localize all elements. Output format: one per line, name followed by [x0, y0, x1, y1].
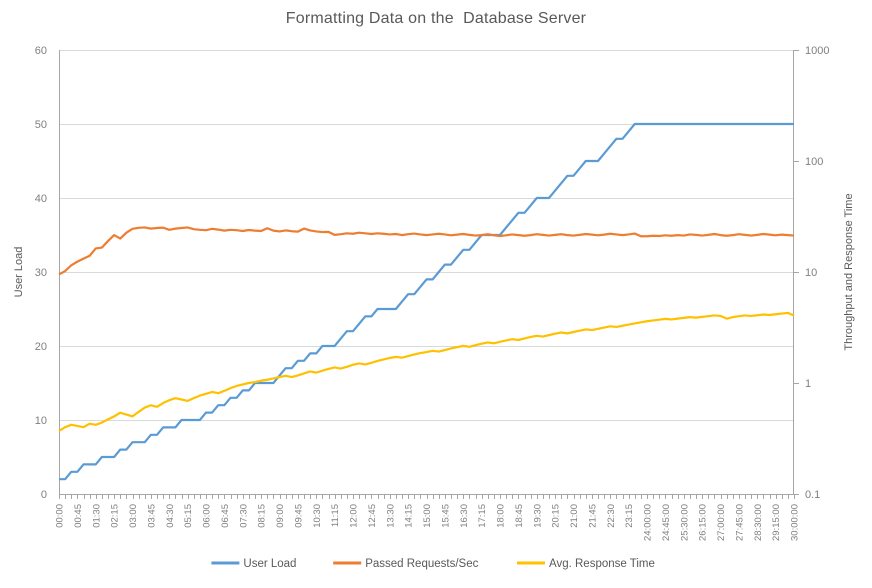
x-tick-label: 05:15 — [183, 504, 194, 528]
x-tick-label: 13:30 — [385, 504, 396, 528]
chart-title: Formatting Data on the Database Server — [285, 10, 587, 27]
x-tick-label: 15:00 — [422, 504, 433, 528]
x-tick-label: 00:45 — [73, 504, 84, 528]
series-line-2 — [58, 311, 795, 432]
x-tick-label: 27:00:00 — [716, 504, 727, 541]
chart-legend: User Load Passed Requests/Sec Avg. Respons… — [211, 558, 655, 570]
x-tick-label: 18:00 — [496, 504, 507, 528]
x-tick-label: 06:45 — [220, 504, 231, 528]
y-axis-tick-labels: 0 10 20 30 40 50 60 — [35, 45, 47, 501]
x-tick-label: 03:00 — [128, 504, 139, 528]
y2-tick-label: 100 — [805, 156, 823, 168]
x-tick-label: 18:45 — [514, 504, 525, 528]
x-tick-label: 02:15 — [110, 504, 121, 528]
y-tick-label: 50 — [35, 119, 47, 131]
x-tick-label: 04:30 — [165, 504, 176, 528]
y-tick-label: 30 — [35, 267, 47, 279]
y2-axis-tick-labels: 0.1 1 10 100 1000 — [805, 45, 829, 501]
x-tick-label: 26:15:00 — [698, 504, 709, 541]
x-tick-label: 29:15:00 — [771, 504, 782, 541]
x-tick-label: 27:45:00 — [734, 504, 745, 541]
y-tick-label: 0 — [41, 489, 47, 501]
x-tick-label: 06:00 — [202, 504, 213, 528]
y2-axis-title: Throughput and Response Time — [843, 193, 855, 350]
x-tickmarks-group — [59, 494, 795, 499]
y-axis-title: User Load — [13, 247, 25, 298]
data-series-group — [58, 122, 795, 481]
x-tick-label: 11:15 — [330, 504, 341, 527]
x-tick-label: 15:45 — [440, 504, 451, 528]
y-tick-label: 20 — [35, 341, 47, 353]
x-tick-label: 24:00:00 — [643, 504, 654, 541]
x-tick-label: 07:30 — [238, 504, 249, 528]
x-tick-label: 10:30 — [312, 504, 323, 528]
y-tick-label: 60 — [35, 45, 47, 57]
legend-label-1: Passed Requests/Sec — [365, 558, 478, 570]
x-tick-label: 28:30:00 — [753, 504, 764, 541]
y-tick-label: 40 — [35, 193, 47, 205]
x-tick-label: 08:15 — [257, 504, 268, 528]
series-line-0 — [59, 122, 794, 481]
x-tick-label: 21:45 — [587, 504, 598, 528]
y2-tick-label: 1 — [805, 378, 811, 390]
axis-titles-group: User Load Throughput and Response Time — [13, 193, 855, 350]
x-tick-label: 30:00:00 — [790, 504, 801, 541]
legend-label-2: Avg. Response Time — [549, 558, 655, 570]
x-tick-label: 00:00 — [55, 504, 66, 528]
legend-label-0: User Load — [243, 558, 296, 570]
y2-tick-label: 0.1 — [805, 489, 820, 501]
x-tick-label: 25:30:00 — [679, 504, 690, 541]
y2-tickmarks-group — [794, 50, 799, 495]
x-tick-label: 03:45 — [146, 504, 157, 528]
x-tick-label: 12:45 — [367, 504, 378, 528]
x-tick-label: 16:30 — [459, 504, 470, 528]
x-tick-label: 09:45 — [293, 504, 304, 528]
x-tick-label: 19:30 — [532, 504, 543, 528]
x-tick-label: 12:00 — [349, 504, 360, 528]
x-tick-label: 20:15 — [551, 504, 562, 528]
x-tick-label: 24:45:00 — [661, 504, 672, 541]
x-tick-label: 17:15 — [477, 504, 488, 528]
x-tick-label: 09:00 — [275, 504, 286, 528]
x-tick-label: 01:30 — [91, 504, 102, 528]
x-axis-tick-labels: 00:00 00:45 01:30 02:15 03:00 03:45 04:30 05:15… — [55, 504, 801, 541]
y2-tick-label: 1000 — [805, 45, 829, 57]
x-tick-label: 22:30 — [606, 504, 617, 528]
y2-tick-label: 10 — [805, 267, 817, 279]
x-tick-label: 21:00 — [569, 504, 580, 528]
series-line-1 — [58, 226, 795, 276]
x-tick-label: 23:15 — [624, 504, 635, 528]
y-tick-label: 10 — [35, 415, 47, 427]
x-tick-label: 14:15 — [404, 504, 415, 528]
